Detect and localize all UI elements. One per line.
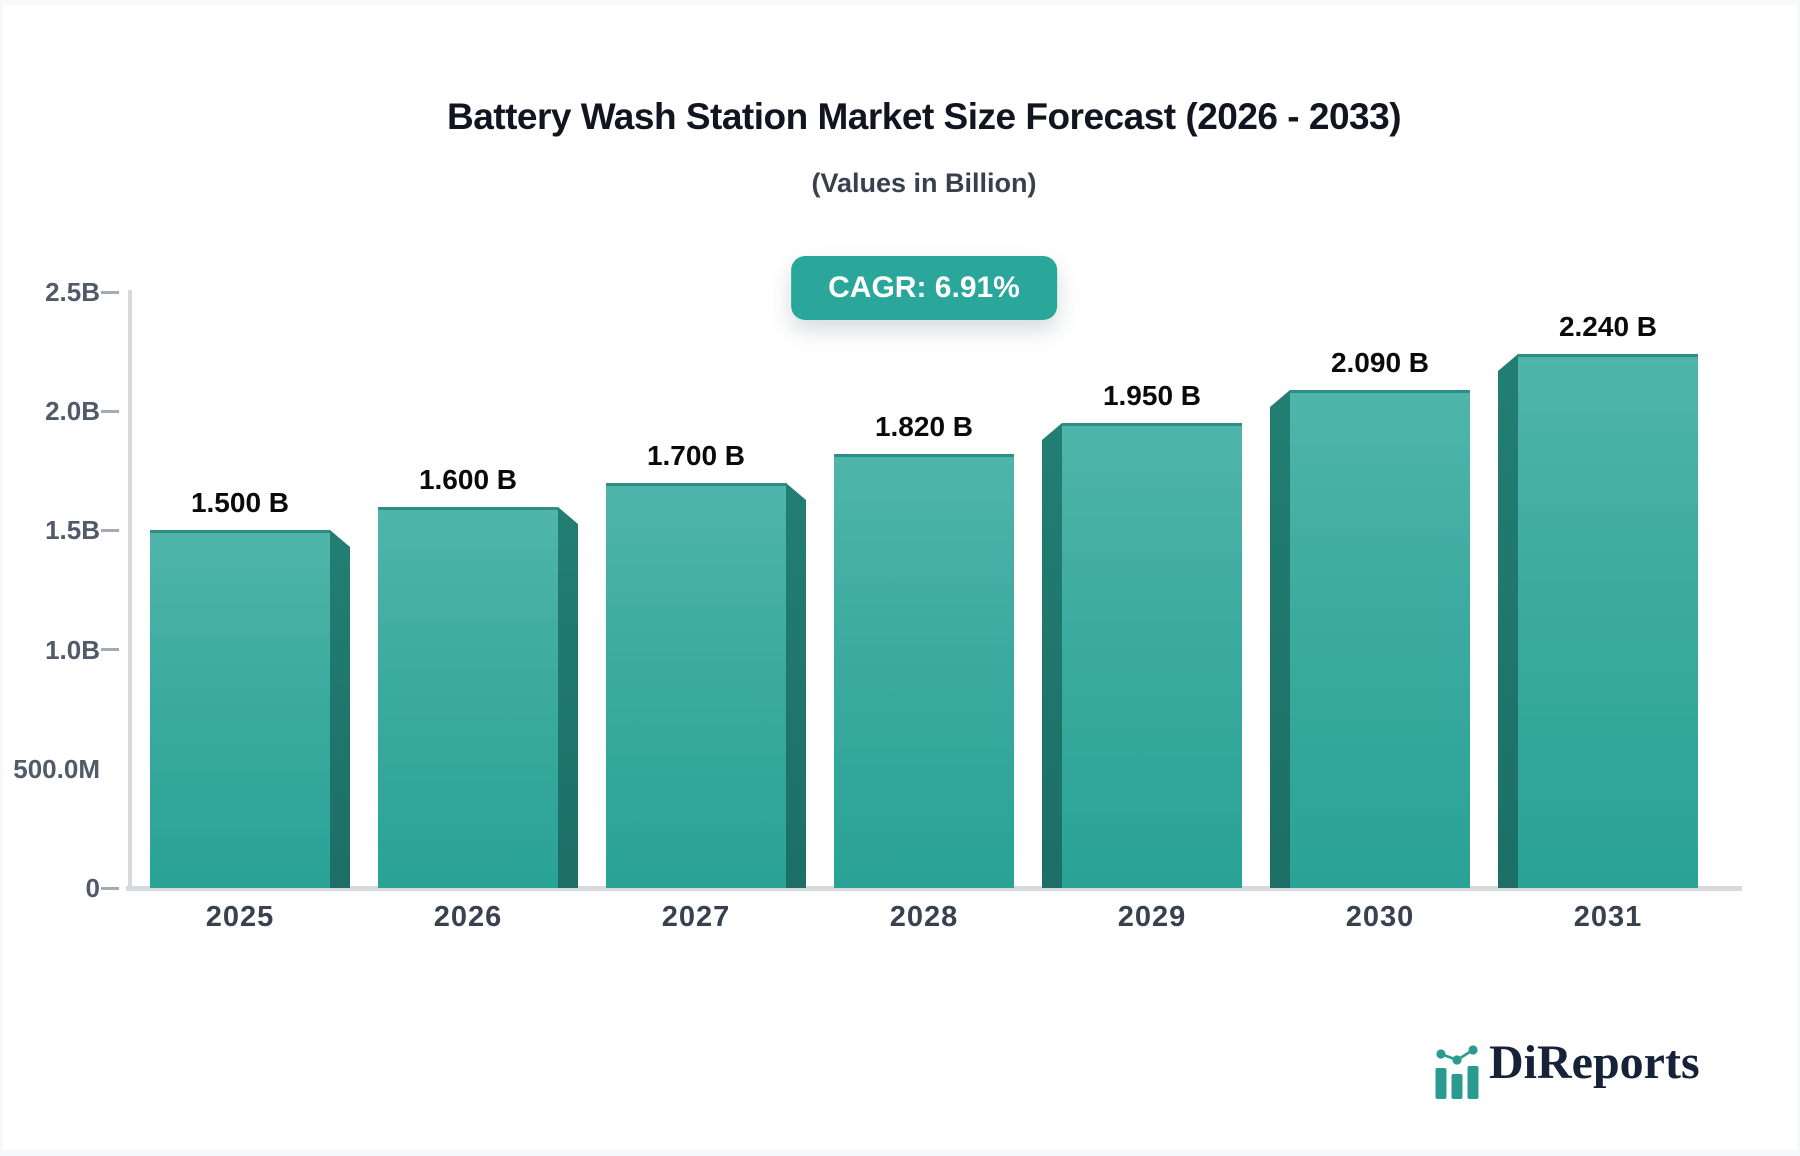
page-edge bbox=[0, 1150, 1800, 1156]
bar-3d-side bbox=[1042, 423, 1062, 888]
y-axis-line bbox=[128, 290, 132, 890]
y-tick-dash bbox=[101, 886, 119, 890]
bar-value-label: 1.600 B bbox=[418, 464, 518, 495]
bar-value-label: 1.500 B bbox=[190, 487, 290, 518]
bar bbox=[1290, 390, 1470, 888]
cagr-badge: CAGR: 6.91% bbox=[791, 256, 1057, 320]
page-edge bbox=[0, 0, 3, 1156]
bar-3d-side bbox=[1270, 390, 1290, 888]
x-axis-label: 2025 bbox=[205, 901, 275, 933]
page-title: Battery Wash Station Market Size Forecas… bbox=[446, 96, 1402, 137]
y-tick-label: 500.0M bbox=[13, 753, 100, 784]
y-tick-label: 0 bbox=[85, 873, 100, 903]
x-axis-label: 2026 bbox=[433, 901, 503, 933]
y-tick-dash bbox=[101, 409, 119, 413]
bar-3d-side bbox=[558, 507, 578, 888]
bar-chart-trend-icon bbox=[1435, 1045, 1479, 1099]
brand-logo: DiReports bbox=[1434, 1036, 1700, 1100]
x-axis-label: 2031 bbox=[1573, 901, 1643, 933]
x-axis-baseline bbox=[126, 886, 1742, 891]
x-axis-label: 2027 bbox=[661, 901, 731, 933]
x-axis-label: 2029 bbox=[1117, 901, 1187, 933]
brand-logo-text: DiReports bbox=[1489, 1036, 1700, 1089]
y-tick-dash bbox=[101, 290, 119, 294]
bar bbox=[834, 454, 1014, 888]
bar-3d-side bbox=[330, 530, 350, 888]
y-tick-label: 1.0B bbox=[45, 634, 100, 665]
bar bbox=[606, 483, 786, 888]
bar bbox=[1062, 423, 1242, 888]
x-axis-label: 2028 bbox=[889, 901, 959, 933]
bar-value-label: 2.240 B bbox=[1558, 311, 1658, 342]
y-tick-label: 2.5B bbox=[45, 277, 100, 307]
x-axis-label: 2030 bbox=[1345, 901, 1415, 933]
bar bbox=[1518, 354, 1698, 888]
bar bbox=[150, 530, 330, 888]
bar-value-label: 2.090 B bbox=[1330, 347, 1430, 378]
bar bbox=[378, 507, 558, 888]
bar-3d-side bbox=[786, 483, 806, 888]
y-tick-dash bbox=[101, 528, 119, 532]
y-tick-dash bbox=[101, 648, 119, 652]
y-tick-label: 2.0B bbox=[45, 396, 100, 427]
bar-value-label: 1.950 B bbox=[1102, 380, 1202, 411]
bar-value-label: 1.700 B bbox=[646, 440, 746, 471]
page-edge bbox=[1797, 0, 1800, 1156]
page-subtitle: (Values in Billion) bbox=[811, 168, 1037, 198]
page-edge bbox=[0, 0, 1800, 5]
y-tick-label: 1.5B bbox=[45, 515, 100, 546]
bar-3d-side bbox=[1498, 354, 1518, 888]
bar-value-label: 1.820 B bbox=[874, 411, 974, 442]
